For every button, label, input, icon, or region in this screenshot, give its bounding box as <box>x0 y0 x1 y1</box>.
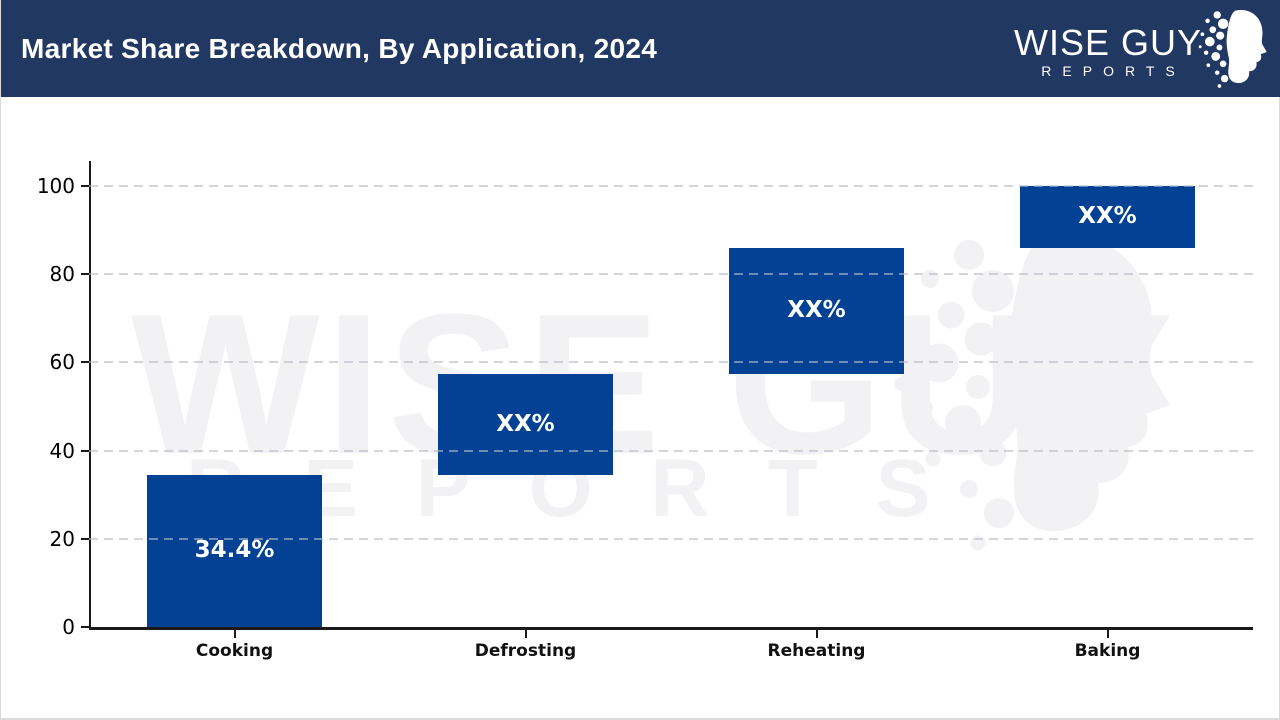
gridline-100 <box>89 185 1253 187</box>
x-axis-tick-defrosting <box>524 630 527 638</box>
wiseguy-logo: WISE GUY REPORTS <box>1014 6 1269 92</box>
y-axis-tick-label-20: 20 <box>49 526 75 551</box>
bar-value-label-baking: XX% <box>1078 202 1137 229</box>
bar-defrosting <box>438 373 613 476</box>
logo-head-icon <box>1198 10 1267 88</box>
gridline-40 <box>89 449 1253 452</box>
y-axis-tick-label-40: 40 <box>49 438 75 463</box>
x-axis-category-label-reheating: Reheating <box>767 641 866 661</box>
bar-value-label-reheating: XX% <box>787 296 846 323</box>
x-axis-tick-reheating <box>815 630 818 638</box>
bar-cooking <box>147 475 322 627</box>
y-axis-tick-label-60: 60 <box>49 350 75 375</box>
y-axis-tick-0 <box>81 626 89 628</box>
y-axis-tick-20 <box>81 537 89 540</box>
y-axis-line <box>89 161 91 629</box>
x-axis-category-label-defrosting: Defrosting <box>474 641 577 661</box>
y-axis-tick-label-100: 100 <box>36 174 75 198</box>
y-axis-tick-100 <box>81 185 89 187</box>
x-axis-tick-cooking <box>233 630 236 638</box>
gridline-20 <box>89 537 1253 540</box>
header-bar: Market Share Breakdown, By Application, … <box>1 0 1280 97</box>
x-axis-line <box>89 627 1253 630</box>
y-axis-tick-label-80: 80 <box>49 262 75 287</box>
bar-reheating <box>729 247 904 374</box>
bar-value-label-defrosting: XX% <box>496 410 555 437</box>
x-axis-category-label-baking: Baking <box>1074 641 1141 661</box>
logo-text-line2: REPORTS <box>1041 63 1186 79</box>
waterfall-chart: 0 20 40 60 80 100 34.4% Cooking XX% Defrosting XX%… <box>1 97 1280 718</box>
logo-text-line1: WISE GUY <box>1014 22 1203 63</box>
bar-value-label-cooking: 34.4% <box>194 537 275 564</box>
gridline-80 <box>89 273 1253 276</box>
bar-baking <box>1020 186 1195 248</box>
x-axis-tick-baking <box>1106 630 1109 638</box>
page-title: Market Share Breakdown, By Application, … <box>21 32 658 64</box>
y-axis-tick-80 <box>81 273 89 276</box>
y-axis-tick-label-0: 0 <box>62 615 75 639</box>
y-axis-tick-40 <box>81 449 89 452</box>
x-axis-category-label-cooking: Cooking <box>195 641 274 661</box>
y-axis-tick-60 <box>81 361 89 364</box>
gridline-60 <box>89 361 1253 364</box>
